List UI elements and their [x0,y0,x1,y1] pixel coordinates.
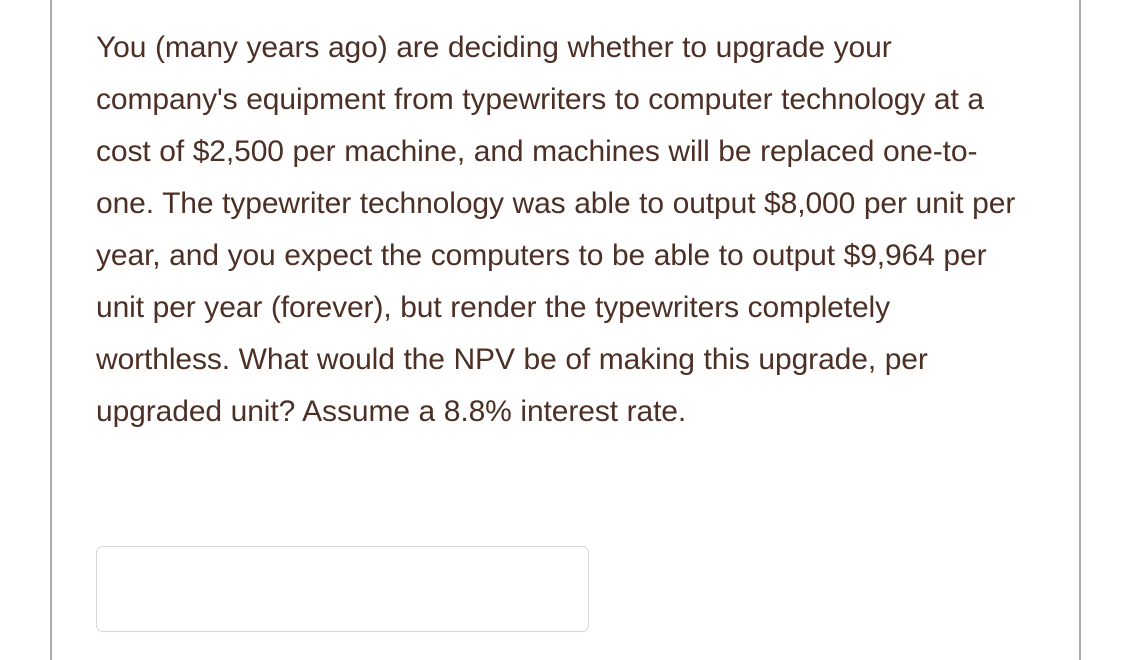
answer-area [96,546,589,632]
left-divider-rule [50,0,52,660]
question-body-text: You (many years ago) are deciding whethe… [96,31,1024,428]
question-content: You (many years ago) are deciding whethe… [96,0,1031,660]
right-divider-rule [1079,0,1081,660]
answer-input[interactable] [96,546,589,632]
